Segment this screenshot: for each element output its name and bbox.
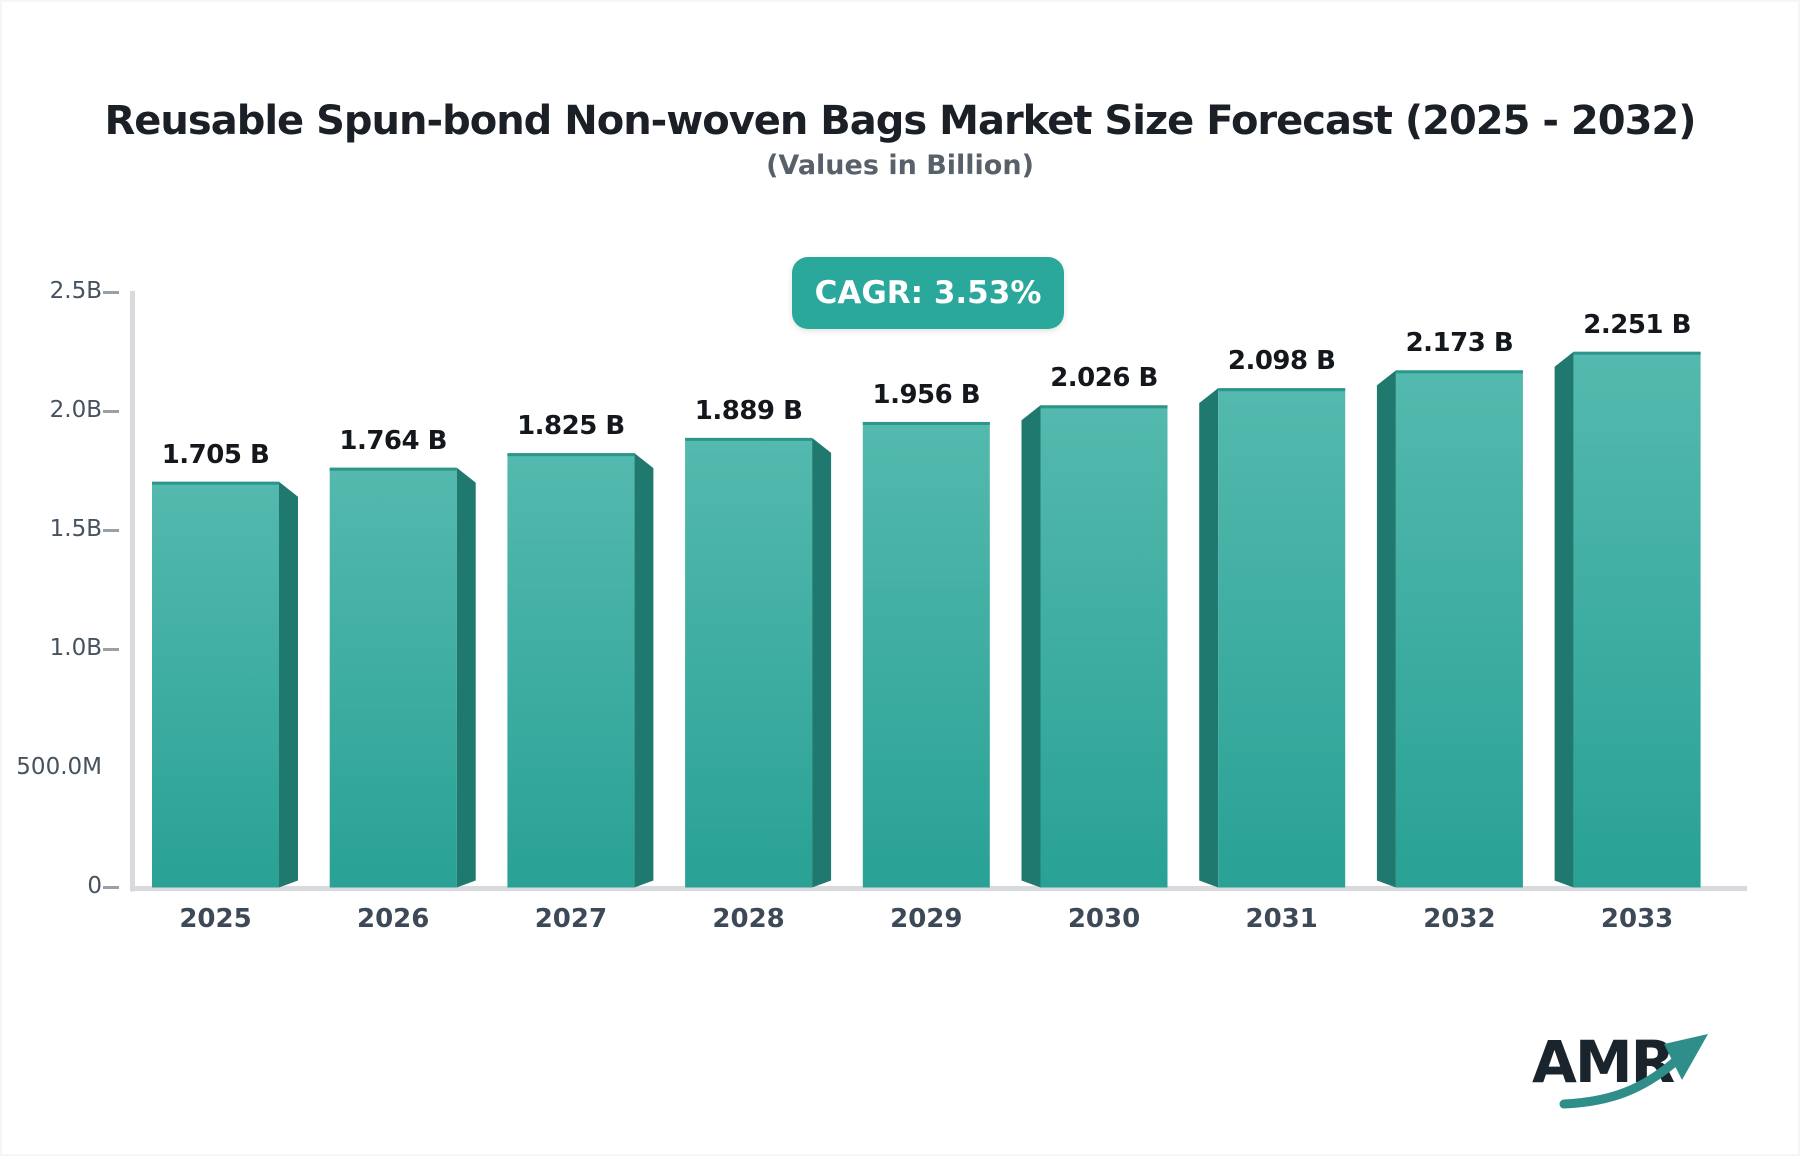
- bar-value-label: 2.026 B: [1050, 363, 1158, 394]
- x-axis-label: 2032: [1423, 904, 1496, 934]
- y-axis-tick: [103, 886, 119, 889]
- bar-2033[interactable]: [1554, 351, 1701, 888]
- y-axis-label: 500.0M: [16, 753, 102, 780]
- x-axis-label: 2028: [712, 904, 785, 934]
- y-axis-label: 0: [87, 872, 102, 899]
- chart-title: Reusable Spun-bond Non-woven Bags Market…: [104, 98, 1696, 144]
- y-axis-tick: [103, 529, 119, 532]
- amr-logo: AMR: [1524, 1028, 1734, 1128]
- chart-subtitle: (Values in Billion): [766, 150, 1034, 181]
- bar-value-label: 1.956 B: [872, 379, 981, 410]
- bar-2031[interactable]: [1199, 388, 1346, 888]
- bar-top-edge: [329, 467, 457, 471]
- bar-2029[interactable]: [862, 421, 990, 888]
- x-axis-line: [130, 886, 1747, 891]
- y-axis-tick: [103, 410, 119, 413]
- x-axis-label: 2033: [1600, 904, 1674, 934]
- bar-2028[interactable]: [685, 437, 832, 888]
- y-axis-tick: [103, 648, 119, 651]
- bar-side-face: [456, 467, 476, 888]
- bar-front-face: [685, 437, 813, 888]
- bar-front-face: [862, 421, 990, 888]
- bar-2026[interactable]: [329, 467, 476, 888]
- bar-top-edge: [1218, 388, 1346, 392]
- bar-top-edge: [1573, 351, 1701, 355]
- bar-front-face: [1040, 405, 1168, 888]
- bar-front-face: [1395, 370, 1523, 888]
- bar-front-face: [507, 453, 635, 888]
- bar-2025[interactable]: [152, 481, 298, 888]
- bar-top-edge: [685, 437, 813, 441]
- bar-value-label: 1.889 B: [694, 395, 803, 426]
- y-axis-label: 1.5B: [49, 515, 102, 542]
- bar-value-label: 1.705 B: [161, 439, 270, 470]
- bar-front-face: [329, 467, 457, 888]
- x-axis-label: 2027: [534, 904, 608, 934]
- bar-side-face: [812, 437, 832, 888]
- bar-side-face: [279, 481, 298, 888]
- growth-arrow-icon: [1559, 1034, 1708, 1109]
- bar-2027[interactable]: [507, 453, 654, 888]
- bar-side-face: [634, 453, 654, 888]
- bar-top-edge: [1040, 405, 1168, 409]
- bar-side-face: [1199, 388, 1219, 888]
- x-axis-label: 2026: [357, 904, 430, 934]
- x-axis-label: 2025: [179, 904, 252, 934]
- bar-top-edge: [862, 421, 990, 425]
- bar-front-face: [152, 481, 279, 888]
- bar-value-label: 1.825 B: [517, 411, 625, 442]
- bar-value-label: 1.764 B: [339, 425, 447, 456]
- x-axis-label: 2029: [890, 904, 963, 934]
- amr-logo-text: AMR: [1532, 1028, 1675, 1096]
- cagr-badge: CAGR: 3.53%: [792, 257, 1064, 329]
- x-axis-label: 2030: [1067, 904, 1141, 934]
- y-axis-label: 2.0B: [49, 396, 102, 423]
- y-axis-label: 2.5B: [49, 277, 102, 304]
- y-axis-label: 1.0B: [49, 634, 102, 661]
- bar-front-face: [1218, 388, 1346, 888]
- bar-2032[interactable]: [1376, 370, 1523, 888]
- cagr-badge-label: CAGR: 3.53%: [814, 275, 1042, 311]
- y-axis-line: [130, 291, 135, 892]
- bar-2030[interactable]: [1021, 405, 1168, 888]
- bar-value-label: 2.251 B: [1583, 309, 1691, 340]
- bar-value-label: 2.173 B: [1405, 328, 1514, 359]
- y-axis-tick: [103, 291, 119, 294]
- x-axis-label: 2031: [1245, 904, 1318, 934]
- bar-top-edge: [1395, 370, 1523, 374]
- bar-top-edge: [507, 453, 635, 457]
- bar-front-face: [1573, 351, 1701, 888]
- bar-side-face: [1554, 351, 1574, 888]
- bar-side-face: [1376, 370, 1396, 888]
- bar-side-face: [1021, 405, 1041, 888]
- bar-value-label: 2.098 B: [1227, 346, 1336, 377]
- bar-top-edge: [152, 481, 279, 485]
